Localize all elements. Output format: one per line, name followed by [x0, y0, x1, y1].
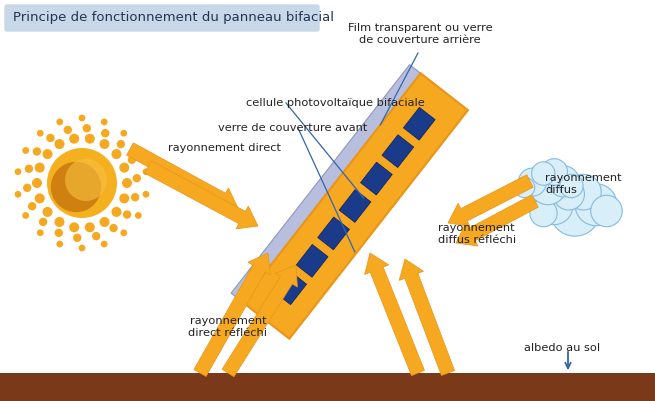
Circle shape: [550, 186, 600, 236]
Circle shape: [100, 217, 109, 227]
Circle shape: [591, 195, 622, 227]
Polygon shape: [456, 195, 538, 246]
Circle shape: [575, 184, 617, 226]
Text: verre de couverture avant: verre de couverture avant: [218, 123, 367, 133]
Circle shape: [135, 212, 141, 219]
Circle shape: [117, 140, 125, 148]
Circle shape: [121, 130, 127, 137]
Circle shape: [514, 177, 534, 198]
Polygon shape: [399, 259, 455, 375]
Circle shape: [119, 193, 129, 203]
Text: rayonnement
diffus: rayonnement diffus: [545, 173, 622, 194]
Circle shape: [111, 207, 121, 217]
Circle shape: [33, 147, 41, 156]
Text: albedo au sol: albedo au sol: [524, 343, 600, 353]
Circle shape: [54, 229, 63, 237]
Circle shape: [560, 174, 583, 198]
Circle shape: [54, 139, 64, 149]
Circle shape: [35, 163, 45, 172]
Polygon shape: [145, 161, 258, 229]
Circle shape: [123, 211, 131, 219]
Circle shape: [122, 178, 132, 188]
Polygon shape: [242, 73, 468, 339]
Circle shape: [69, 222, 79, 232]
Circle shape: [92, 232, 100, 240]
Circle shape: [84, 134, 95, 144]
Circle shape: [39, 218, 47, 226]
Circle shape: [79, 245, 85, 251]
Circle shape: [28, 202, 37, 211]
Circle shape: [530, 199, 557, 227]
Circle shape: [43, 207, 52, 217]
Circle shape: [32, 178, 42, 188]
Circle shape: [541, 159, 567, 185]
Circle shape: [51, 162, 102, 212]
Circle shape: [518, 168, 546, 196]
Polygon shape: [318, 217, 350, 250]
Polygon shape: [382, 135, 414, 168]
Circle shape: [101, 119, 107, 126]
Circle shape: [553, 178, 584, 210]
Text: rayonnement direct: rayonnement direct: [168, 143, 281, 153]
Circle shape: [73, 234, 81, 242]
Circle shape: [101, 129, 109, 138]
Circle shape: [109, 224, 118, 232]
Circle shape: [565, 174, 601, 210]
Circle shape: [135, 147, 141, 154]
Circle shape: [37, 130, 44, 137]
Polygon shape: [296, 245, 328, 277]
Circle shape: [35, 193, 45, 203]
Polygon shape: [222, 265, 297, 377]
Circle shape: [23, 184, 31, 192]
Polygon shape: [360, 162, 392, 195]
Polygon shape: [339, 190, 371, 223]
Text: rayonnement
diffus réfléchi: rayonnement diffus réfléchi: [438, 223, 516, 245]
Circle shape: [14, 168, 22, 175]
Polygon shape: [194, 253, 271, 377]
Polygon shape: [231, 65, 465, 336]
FancyBboxPatch shape: [5, 5, 319, 31]
Circle shape: [54, 217, 64, 227]
Circle shape: [532, 162, 555, 185]
Circle shape: [84, 222, 95, 232]
Circle shape: [22, 147, 29, 154]
Circle shape: [128, 156, 136, 164]
Polygon shape: [275, 272, 307, 305]
Circle shape: [83, 124, 91, 132]
Circle shape: [535, 187, 573, 225]
Circle shape: [56, 119, 63, 126]
Circle shape: [69, 134, 79, 144]
Circle shape: [143, 191, 149, 198]
Circle shape: [14, 191, 22, 198]
Circle shape: [131, 193, 140, 201]
Circle shape: [47, 134, 54, 142]
Circle shape: [132, 174, 141, 182]
Polygon shape: [365, 253, 424, 376]
Polygon shape: [448, 175, 533, 227]
Circle shape: [65, 159, 107, 201]
Text: rayonnement
direct réfléchi: rayonnement direct réfléchi: [189, 316, 267, 338]
Circle shape: [37, 229, 44, 236]
Bar: [0, 373, 655, 401]
Circle shape: [79, 115, 85, 122]
Circle shape: [101, 241, 107, 247]
Text: Principe de fonctionnement du panneau bifacial: Principe de fonctionnement du panneau bi…: [13, 12, 334, 24]
Circle shape: [22, 212, 29, 219]
Text: Film transparent ou verre
de couverture arrière: Film transparent ou verre de couverture …: [348, 23, 493, 45]
Circle shape: [121, 229, 127, 236]
Circle shape: [111, 149, 121, 159]
Polygon shape: [126, 143, 238, 211]
Circle shape: [100, 139, 109, 149]
Circle shape: [47, 148, 117, 218]
Circle shape: [143, 168, 149, 175]
Circle shape: [25, 164, 33, 173]
Text: cellule photovoltaïque bifaciale: cellule photovoltaïque bifaciale: [246, 98, 424, 108]
Circle shape: [119, 163, 129, 172]
Circle shape: [548, 166, 579, 197]
Polygon shape: [403, 107, 435, 140]
Circle shape: [43, 149, 52, 159]
Circle shape: [529, 167, 567, 205]
Circle shape: [64, 126, 72, 134]
Circle shape: [56, 241, 63, 247]
